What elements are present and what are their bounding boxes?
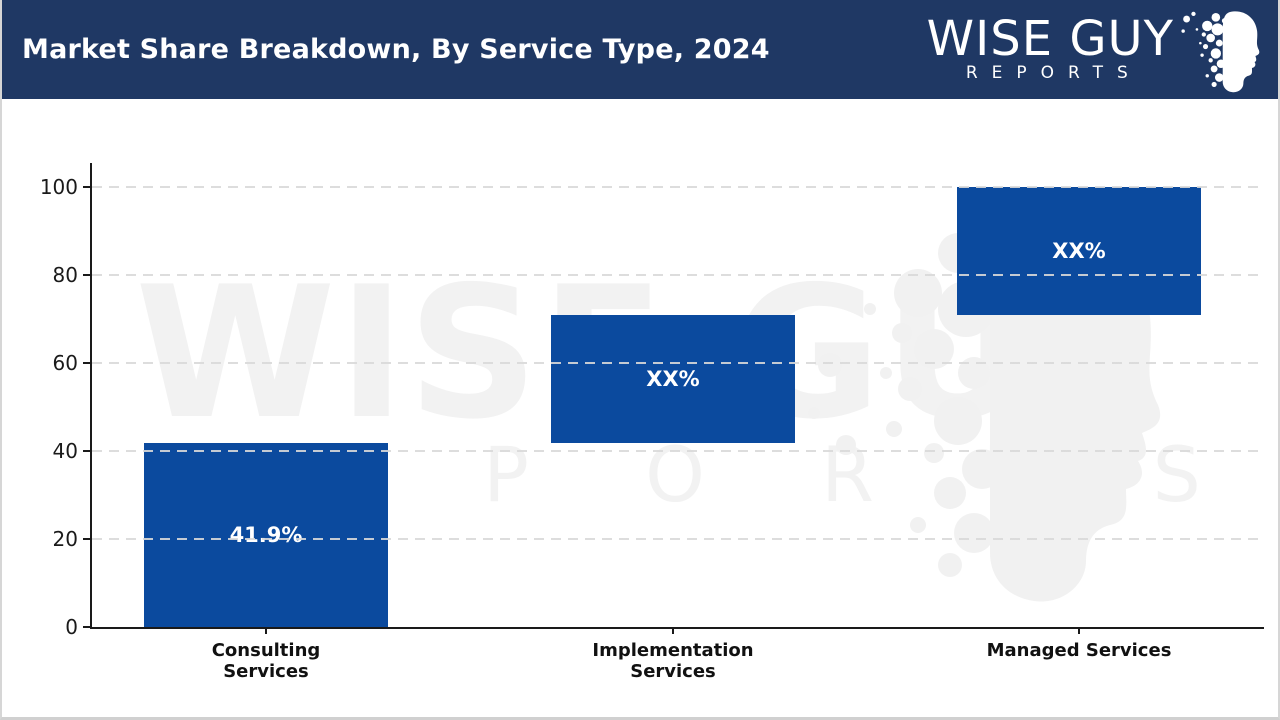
- bar-value-label: XX%: [1052, 238, 1106, 263]
- x-tick-mark: [265, 627, 267, 634]
- x-tick-marks: [90, 627, 1264, 635]
- wiseguy-logo-name: WISE GUY: [926, 10, 1174, 67]
- bar-value-label: XX%: [646, 366, 700, 391]
- y-tick-label: 100: [39, 175, 78, 199]
- x-tick-mark: [672, 627, 674, 634]
- y-tick-mark: [83, 186, 90, 188]
- y-tick-mark: [83, 450, 90, 452]
- y-tick-mark: [83, 274, 90, 276]
- gridline: [92, 362, 1260, 364]
- y-tick-labels: 0 20 40 60 80 100: [2, 163, 78, 639]
- bar-value-label: 41.9%: [229, 522, 303, 547]
- wiseguy-logo-subtitle: REPORTS: [965, 62, 1142, 83]
- gridline: [92, 186, 1260, 188]
- y-axis: [90, 163, 92, 627]
- y-tick-mark: [83, 626, 90, 628]
- gridline: [92, 450, 1260, 452]
- y-tick-label: 20: [52, 527, 78, 551]
- y-tick-label: 40: [52, 439, 78, 463]
- x-tick-label: Consulting Services: [211, 640, 321, 682]
- y-tick-mark: [83, 362, 90, 364]
- x-tick-mark: [1078, 627, 1080, 634]
- y-tick-label: 0: [65, 615, 78, 639]
- x-axis: [90, 627, 1264, 629]
- x-tick-label: Managed Services: [986, 640, 1172, 661]
- page-title: Market Share Breakdown, By Service Type,…: [22, 34, 770, 65]
- bar-1: 41.9%: [144, 442, 388, 627]
- y-tick-label: 60: [52, 351, 78, 375]
- header-bar: Market Share Breakdown, By Service Type,…: [2, 0, 1278, 99]
- wiseguy-head-icon: [1181, 10, 1260, 92]
- wiseguy-logo: WISE GUY REPORTS: [927, 7, 1264, 93]
- gridline: [92, 274, 1260, 276]
- x-tick-label: Implementation Services: [592, 640, 754, 682]
- y-tick-label: 80: [52, 263, 78, 287]
- wiseguy-logo-text: WISE GUY REPORTS: [926, 10, 1174, 83]
- y-tick-mark: [83, 538, 90, 540]
- plot-area: 41.9% XX% XX%: [90, 163, 1264, 629]
- bar-2: XX%: [551, 314, 795, 443]
- gridline: [92, 538, 1260, 540]
- bar-3: XX%: [957, 187, 1201, 315]
- x-tick-labels: Consulting Services Implementation Services…: [90, 640, 1264, 695]
- y-tick-marks: [83, 163, 90, 628]
